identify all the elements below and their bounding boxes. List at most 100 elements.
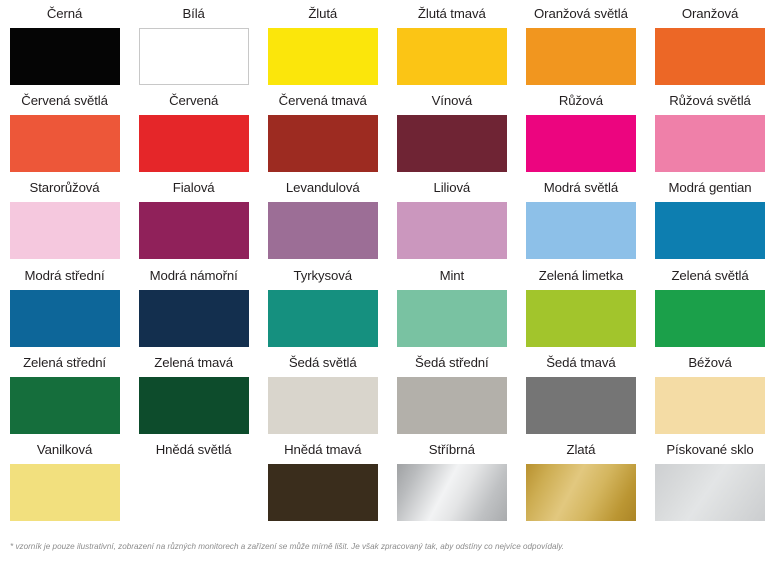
swatch-label: Zelená tmavá (154, 354, 233, 370)
swatch-cell[interactable]: Šedá tmavá (516, 352, 645, 439)
swatch-label: Červená tmavá (278, 93, 367, 109)
swatch-label: Modrá světlá (543, 180, 619, 196)
swatch-chip[interactable] (525, 115, 636, 173)
swatch-cell[interactable]: Zlatá (516, 439, 645, 526)
swatch-chip[interactable] (138, 28, 249, 85)
swatch-cell[interactable]: Pískované sklo (645, 439, 774, 526)
swatch-chip[interactable] (267, 115, 378, 173)
swatch-chip[interactable] (654, 463, 765, 521)
swatch-chip[interactable] (267, 376, 378, 434)
swatch-cell[interactable]: Oranžová světlá (516, 3, 645, 90)
swatch-label: Šedá světlá (288, 354, 357, 370)
swatch-label: Zelená světlá (671, 267, 749, 283)
swatch-cell[interactable]: Černá (0, 3, 129, 90)
swatch-label: Modrá námořní (149, 267, 238, 283)
swatch-chip[interactable] (525, 463, 636, 521)
swatch-label: Tyrkysová (293, 267, 353, 283)
swatch-label: Růžová (558, 93, 603, 109)
swatch-chip[interactable] (138, 289, 249, 347)
swatch-cell[interactable]: Šedá světlá (258, 352, 387, 439)
swatch-chip[interactable] (9, 376, 120, 434)
swatch-chip[interactable] (525, 289, 636, 347)
swatch-chip[interactable] (396, 115, 507, 173)
swatch-label: Šedá tmavá (546, 354, 616, 370)
swatch-cell[interactable]: Tyrkysová (258, 265, 387, 352)
swatch-cell[interactable]: Zelená limetka (516, 265, 645, 352)
swatch-chip[interactable] (525, 376, 636, 434)
swatch-cell[interactable]: Bílá (129, 3, 258, 90)
swatch-chip[interactable] (267, 202, 378, 260)
swatch-cell[interactable]: Mint (387, 265, 516, 352)
swatch-label: Žlutá tmavá (417, 6, 486, 21)
swatch-chip[interactable] (9, 202, 120, 260)
swatch-grid: Černá Bílá Žlutá Žlutá tmavá Oranžová světlá… (0, 3, 774, 526)
swatch-cell[interactable]: Vínová (387, 90, 516, 177)
swatch-label: Vanilková (36, 441, 93, 457)
swatch-chip[interactable] (396, 289, 507, 347)
swatch-chip[interactable] (396, 463, 507, 521)
swatch-cell[interactable]: Žlutá tmavá (387, 3, 516, 90)
swatch-cell[interactable]: Fialová (129, 177, 258, 264)
swatch-label: Hnědá světlá (155, 441, 232, 457)
swatch-cell[interactable]: Růžová světlá (645, 90, 774, 177)
swatch-chip[interactable] (654, 376, 765, 434)
swatch-chip[interactable] (396, 376, 507, 434)
swatch-cell[interactable]: Šedá střední (387, 352, 516, 439)
swatch-chip[interactable] (9, 28, 120, 85)
swatch-chip[interactable] (139, 464, 249, 521)
swatch-cell[interactable]: Žlutá (258, 3, 387, 90)
swatch-cell[interactable]: Liliová (387, 177, 516, 264)
swatch-chip[interactable] (525, 28, 636, 85)
swatch-chip[interactable] (138, 376, 249, 434)
swatch-label: Hnědá tmavá (284, 441, 362, 457)
swatch-cell[interactable]: Oranžová (645, 3, 774, 90)
swatch-label: Vínová (431, 93, 473, 109)
swatch-chip[interactable] (396, 202, 507, 260)
swatch-cell[interactable]: Hnědá světlá (129, 439, 258, 526)
swatch-cell[interactable]: Červená (129, 90, 258, 177)
swatch-cell[interactable]: Vanilková (0, 439, 129, 526)
swatch-cell[interactable]: Modrá gentian (645, 177, 774, 264)
swatch-chip[interactable] (138, 115, 249, 173)
swatch-label: Mint (439, 267, 465, 283)
swatch-chip[interactable] (654, 115, 765, 173)
swatch-cell[interactable]: Levandulová (258, 177, 387, 264)
swatch-cell[interactable]: Modrá světlá (516, 177, 645, 264)
swatch-chip[interactable] (9, 115, 120, 173)
swatch-label: Liliová (433, 180, 471, 196)
swatch-label: Růžová světlá (669, 93, 751, 109)
swatch-chip[interactable] (654, 202, 765, 260)
swatch-cell[interactable]: Růžová (516, 90, 645, 177)
swatch-cell[interactable]: Béžová (645, 352, 774, 439)
swatch-chip[interactable] (396, 28, 507, 85)
swatch-cell[interactable]: Modrá námořní (129, 265, 258, 352)
swatch-label: Zelená střední (23, 354, 106, 370)
swatch-cell[interactable]: Zelená tmavá (129, 352, 258, 439)
swatch-label: Starorůžová (29, 180, 100, 196)
swatch-cell[interactable]: Zelená střední (0, 352, 129, 439)
swatch-chip[interactable] (267, 28, 378, 85)
swatch-cell[interactable]: Starorůžová (0, 177, 129, 264)
swatch-cell[interactable]: Červená světlá (0, 90, 129, 177)
swatch-chip[interactable] (267, 289, 378, 347)
swatch-chip[interactable] (138, 202, 249, 260)
swatch-label: Levandulová (285, 180, 360, 196)
swatch-label: Oranžová (681, 6, 739, 21)
swatch-chip[interactable] (267, 463, 378, 521)
swatch-cell[interactable]: Červená tmavá (258, 90, 387, 177)
swatch-chip[interactable] (525, 202, 636, 260)
swatch-label: Modrá střední (24, 267, 105, 283)
swatch-cell[interactable]: Modrá střední (0, 265, 129, 352)
swatch-label: Žlutá (308, 6, 338, 21)
swatch-chip[interactable] (9, 463, 120, 521)
swatch-cell[interactable]: Zelená světlá (645, 265, 774, 352)
swatch-cell[interactable]: Hnědá tmavá (258, 439, 387, 526)
swatch-label: Šedá střední (415, 354, 489, 370)
swatch-cell[interactable]: Stříbrná (387, 439, 516, 526)
swatch-label: Červená (169, 93, 219, 109)
swatch-chip[interactable] (9, 289, 120, 347)
swatch-chip[interactable] (654, 28, 765, 85)
swatch-label: Bílá (182, 6, 205, 21)
swatch-chip[interactable] (654, 289, 765, 347)
